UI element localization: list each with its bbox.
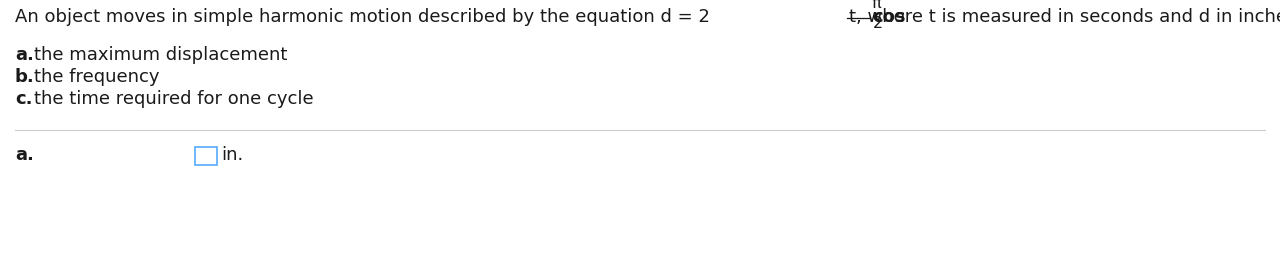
Text: the frequency: the frequency — [35, 68, 160, 86]
Text: a.: a. — [15, 146, 33, 164]
Text: 2: 2 — [873, 16, 883, 31]
Bar — [195, 147, 216, 165]
Text: cos: cos — [872, 8, 906, 26]
Text: a.: a. — [15, 46, 33, 64]
Text: the time required for one cycle: the time required for one cycle — [35, 90, 314, 108]
Text: t, where t is measured in seconds and d in inches. Find the following.: t, where t is measured in seconds and d … — [849, 8, 1280, 26]
Text: in.: in. — [221, 146, 243, 164]
Text: An object moves in simple harmonic motion described by the equation d = 2: An object moves in simple harmonic motio… — [15, 8, 716, 26]
Text: c.: c. — [15, 90, 32, 108]
Text: the maximum displacement: the maximum displacement — [35, 46, 288, 64]
Text: π: π — [872, 0, 881, 11]
Text: b.: b. — [15, 68, 35, 86]
